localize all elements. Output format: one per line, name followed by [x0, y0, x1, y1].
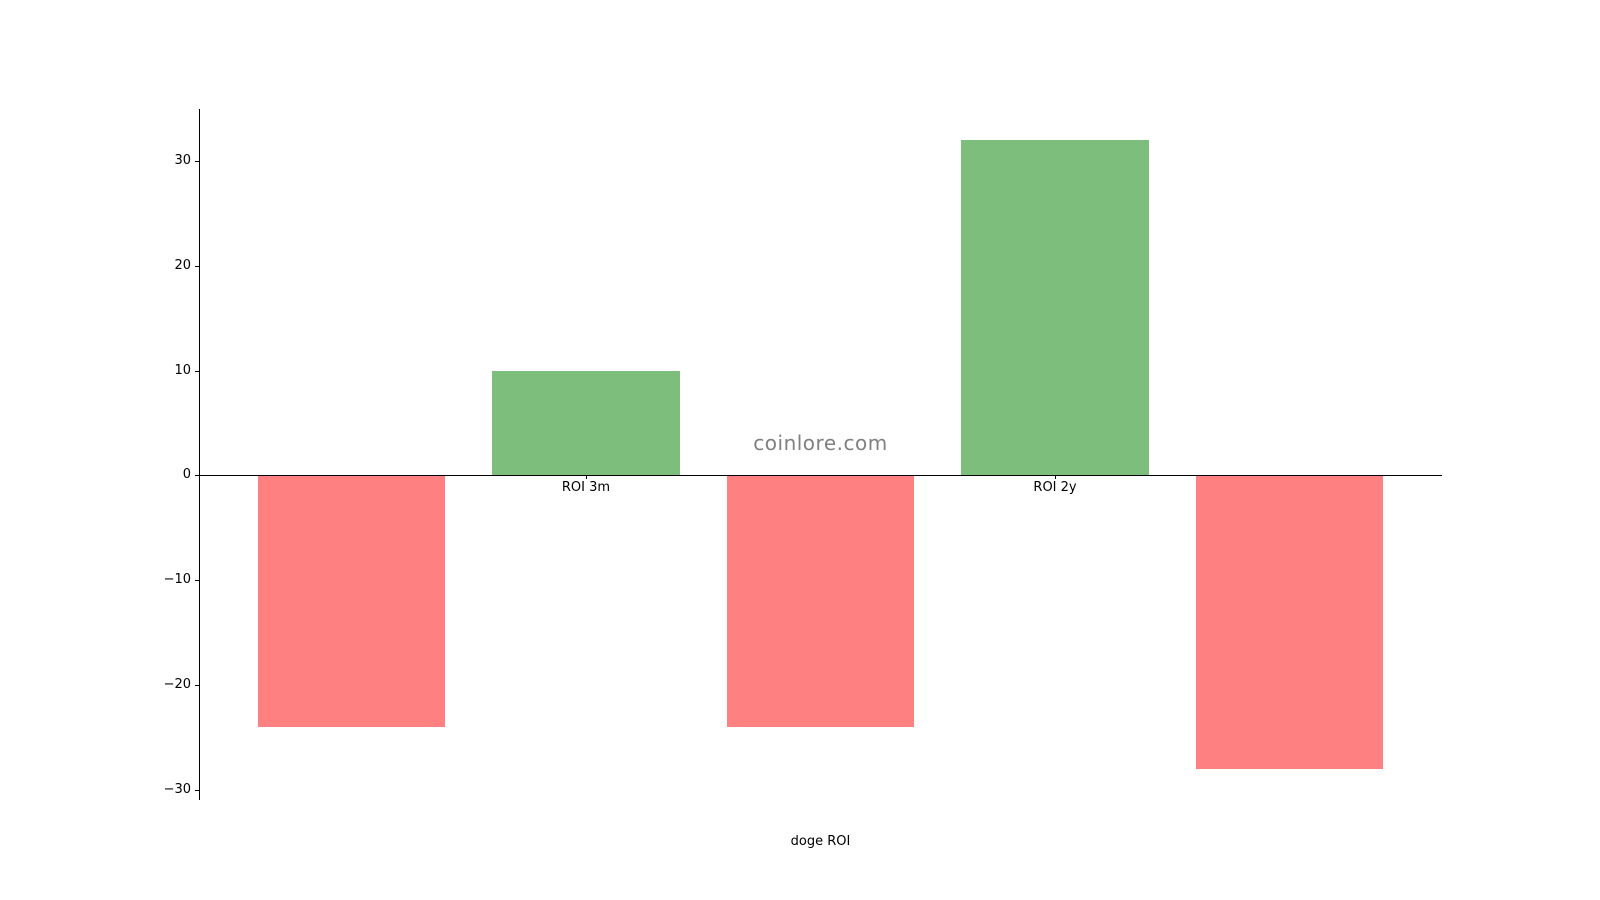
bar-roi-3m: [492, 370, 680, 476]
y-tick-mark: [195, 475, 199, 477]
y-tick-mark: [195, 580, 199, 582]
y-tick-mark: [195, 370, 199, 372]
y-tick-mark: [195, 684, 199, 686]
x-tick-label: ROI 2y: [1033, 480, 1077, 496]
y-tick-label: −10: [163, 572, 191, 588]
y-tick-label: −30: [163, 781, 191, 797]
x-axis-zero-line: [199, 475, 1442, 477]
bar-4: [1195, 475, 1384, 769]
y-tick-label: 20: [174, 258, 191, 274]
x-tick-mark: [585, 475, 587, 480]
bar-2: [726, 475, 915, 727]
x-tick-mark: [1055, 475, 1057, 480]
y-tick-label: 0: [182, 467, 191, 483]
bar-roi-2y: [961, 140, 1149, 476]
y-tick-mark: [195, 789, 199, 791]
y-tick-label: 30: [174, 153, 191, 169]
y-tick-mark: [195, 161, 199, 163]
y-tick-label: 10: [174, 362, 191, 378]
watermark: coinlore.com: [753, 431, 888, 455]
y-tick-label: −20: [163, 676, 191, 692]
y-tick-mark: [195, 266, 199, 268]
x-tick-label: ROI 3m: [561, 480, 611, 496]
x-axis-title: doge ROI: [790, 834, 851, 849]
bar-0: [257, 475, 446, 727]
y-axis-spine: [199, 109, 200, 800]
